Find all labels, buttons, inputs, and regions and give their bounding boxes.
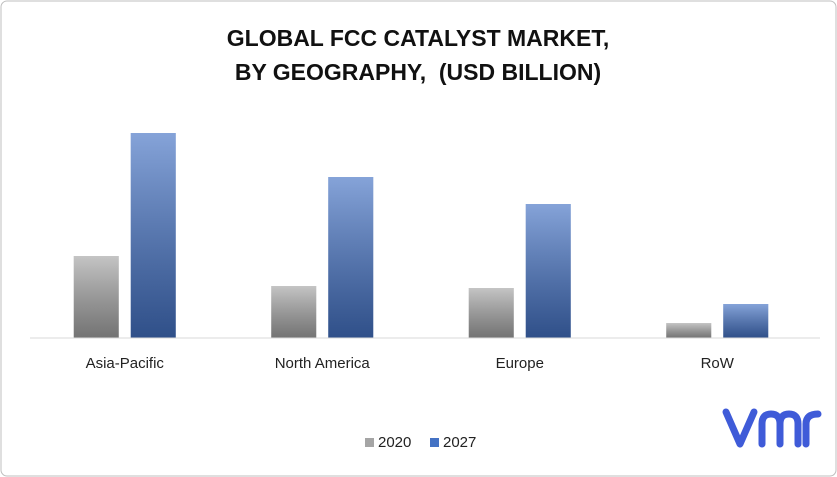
bar-shade [525, 204, 571, 338]
legend-swatch [365, 438, 374, 447]
x-tick-label: Europe [496, 355, 544, 372]
legend-label: 2027 [443, 434, 476, 451]
chart-title: GLOBAL FCC CATALYST MARKET, [227, 25, 609, 51]
x-tick-label: Asia-Pacific [86, 355, 165, 372]
bar-shade [666, 323, 712, 338]
chart-title: BY GEOGRAPHY, (USD BILLION) [235, 59, 601, 85]
legend-label: 2020 [378, 434, 411, 451]
x-tick-label: North America [275, 355, 371, 372]
bar-shade [73, 256, 119, 338]
bar-shade [271, 286, 317, 338]
bar-shade [130, 133, 176, 338]
bar-shade [328, 177, 374, 338]
bar-shade [468, 288, 514, 338]
legend-swatch [430, 438, 439, 447]
logo [722, 408, 822, 448]
x-tick-label: RoW [701, 355, 735, 372]
bar-shade [723, 304, 769, 338]
